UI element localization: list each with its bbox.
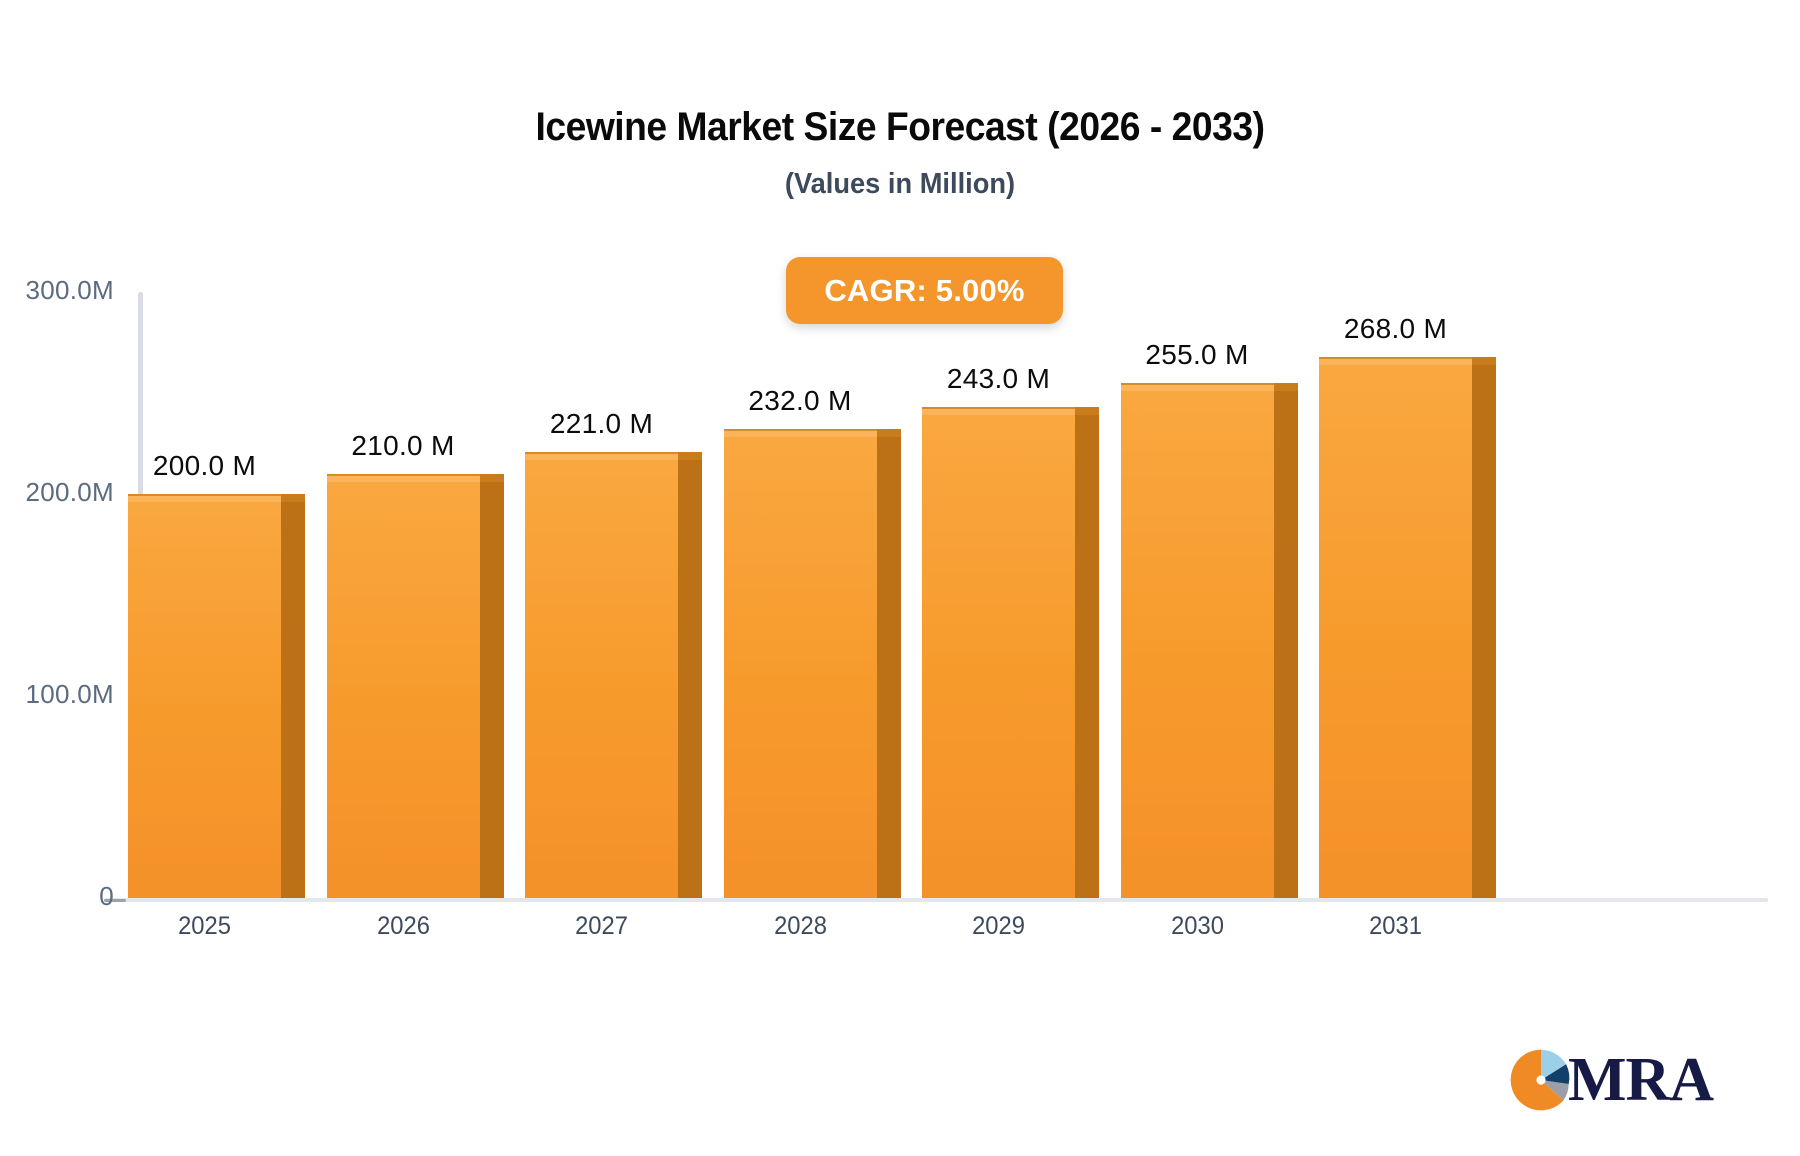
bar-2025[interactable] [128, 494, 305, 898]
chart-subtitle: (Values in Million) [784, 168, 1016, 200]
bar-value-label: 210.0 M [351, 429, 455, 461]
bar-top-edge [1120, 382, 1274, 391]
bar-value-label: 255.0 M [1145, 338, 1249, 370]
bar-side-top-edge [281, 494, 305, 502]
bar-side-face [281, 501, 305, 898]
bar-2027[interactable] [525, 451, 702, 898]
bar-value-label: 243.0 M [946, 363, 1051, 395]
bar-top-edge [723, 429, 877, 438]
bar-front-face [525, 451, 678, 898]
x-axis-tick-label: 2028 [773, 912, 827, 940]
pie-chart-icon [1510, 1049, 1570, 1111]
bar-2030[interactable] [1120, 382, 1298, 898]
x-axis-tick-label: 2025 [178, 912, 231, 940]
bar-side-face [1273, 389, 1298, 898]
bar-side-top-edge [876, 429, 901, 438]
bar-side-top-edge [1273, 382, 1298, 391]
bar-2026[interactable] [326, 473, 504, 898]
bar-top-edge [525, 451, 678, 460]
x-axis-tick-label: 2027 [575, 912, 628, 940]
bar-front-face [723, 429, 877, 898]
cagr-badge: CAGR: 5.00% [786, 257, 1063, 324]
bar-side-face [479, 480, 504, 898]
bar-top-edge [1319, 356, 1472, 365]
bar-side-top-edge [1075, 407, 1099, 416]
bar-side-face [1472, 363, 1496, 898]
bar-value-label: 232.0 M [748, 385, 852, 417]
bar-front-face [1319, 356, 1472, 898]
bar-side-face [678, 458, 702, 898]
bar-value-label: 200.0 M [152, 450, 257, 481]
bar-2029[interactable] [922, 407, 1099, 898]
logo-wordmark: MRA [1568, 1046, 1714, 1114]
bar-top-edge [128, 494, 281, 502]
bar-side-face [1075, 414, 1099, 898]
bar-top-edge [922, 407, 1075, 416]
bar-front-face [922, 407, 1075, 898]
y-axis-tick-label: 200.0M [25, 477, 114, 507]
bar-side-top-edge [1472, 356, 1496, 365]
bar-front-face [326, 473, 480, 898]
x-axis-line [104, 898, 1768, 902]
bar-side-face [876, 436, 901, 898]
y-axis-tick-label: 300.0M [25, 275, 114, 305]
bar-value-label: 221.0 M [549, 407, 654, 439]
bar-front-face [128, 494, 281, 898]
bar-top-edge [326, 473, 480, 482]
x-axis-tick-label: 2031 [1369, 912, 1422, 940]
mra-logo: MRA [1508, 1040, 1748, 1120]
cagr-badge-label: CAGR: 5.00% [824, 272, 1025, 308]
x-axis-tick-label: 2029 [972, 912, 1025, 940]
x-axis-tick-label: 2030 [1170, 912, 1224, 940]
x-axis-tick-label: 2026 [376, 912, 430, 940]
bar-2031[interactable] [1319, 356, 1496, 898]
y-axis-zero-tick [104, 899, 126, 902]
chart-title: Icewine Market Size Forecast (2026 - 203… [535, 105, 1265, 149]
y-axis-tick-label: 100.0M [25, 679, 114, 709]
bar-side-top-edge [479, 473, 504, 482]
bar-side-top-edge [678, 451, 702, 460]
bar-value-label: 268.0 M [1343, 312, 1448, 344]
bar-front-face [1120, 382, 1274, 898]
bar-2028[interactable] [723, 429, 901, 898]
y-axis-tick-label: 0 [99, 881, 114, 911]
